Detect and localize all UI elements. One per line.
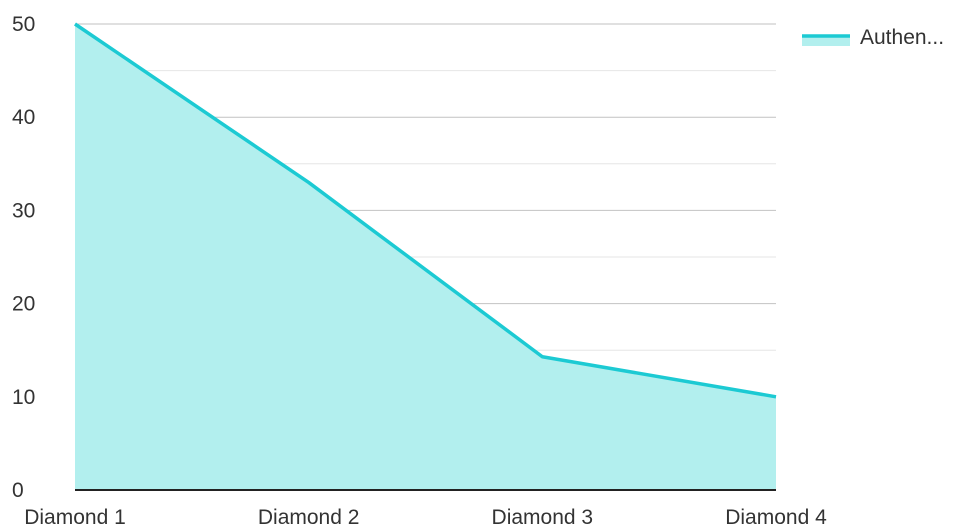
series-area-fill [75,24,776,490]
y-tick-label: 10 [12,386,35,409]
legend-swatch [802,35,850,46]
y-tick-label: 50 [12,13,35,36]
y-axis-tick-labels: 0 10 20 30 40 50 [12,13,35,502]
x-tick-label: Diamond 4 [725,506,827,529]
x-tick-label: Diamond 1 [24,506,126,529]
series-line [74,22,777,399]
legend-label: Authen... [860,26,944,49]
y-tick-label: 20 [12,293,35,316]
y-tick-label: 40 [12,106,35,129]
y-tick-label: 30 [12,199,35,222]
legend[interactable]: Authen... [802,26,944,49]
x-tick-label: Diamond 2 [258,506,360,529]
x-axis-tick-labels: Diamond 1 Diamond 2 Diamond 3 Diamond 4 [24,506,827,529]
y-tick-label: 0 [12,479,24,502]
x-tick-label: Diamond 3 [492,506,594,529]
area-series [74,22,777,490]
